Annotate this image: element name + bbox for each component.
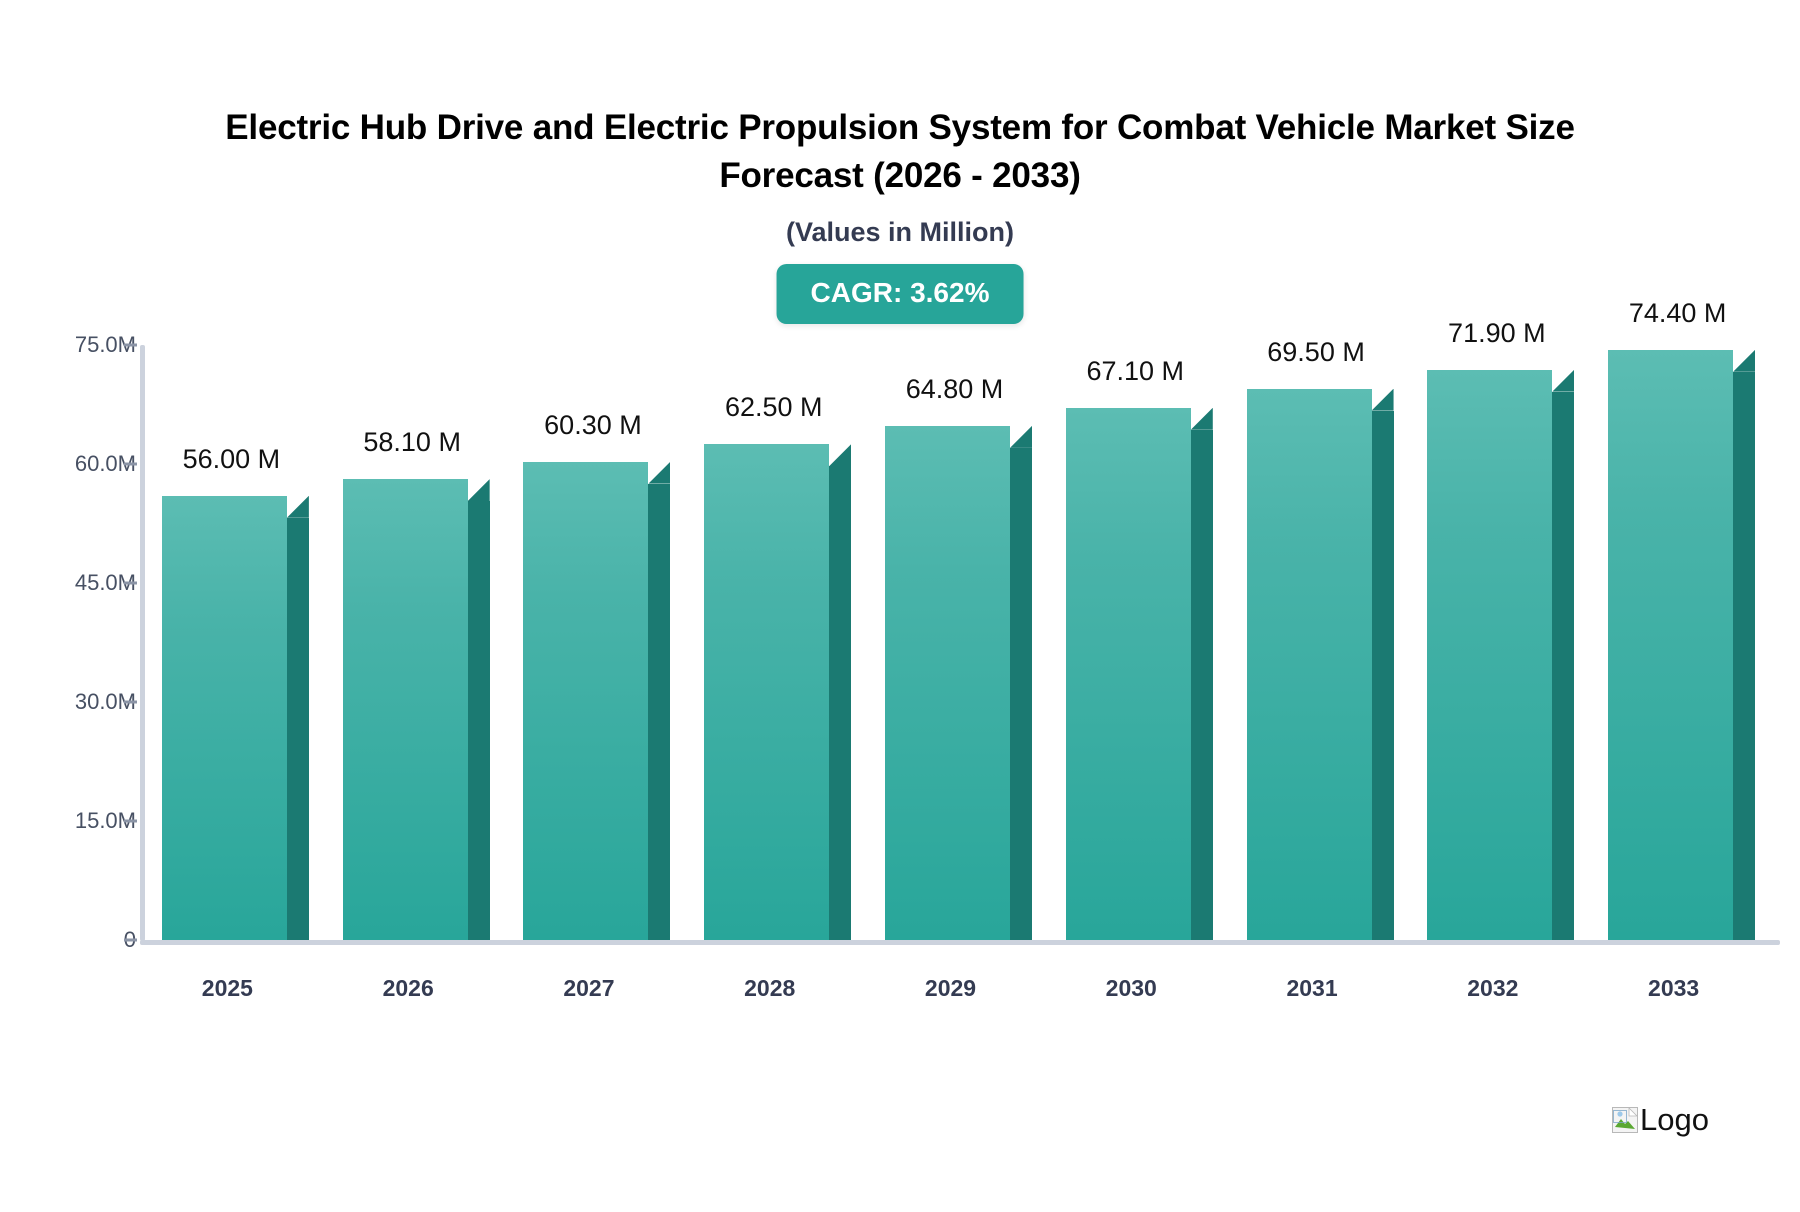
bar-top-face	[1733, 349, 1756, 372]
bar	[523, 461, 671, 940]
y-axis-tick-label: 75.0M	[74, 332, 136, 357]
bar-top-face	[648, 461, 671, 484]
bar-value-label: 62.50 M	[724, 392, 823, 423]
bar-front-face	[523, 461, 649, 940]
bar	[1246, 388, 1394, 940]
y-axis-tick-mark	[124, 462, 137, 466]
bar	[1427, 369, 1575, 940]
cagr-badge: CAGR: 3.62%	[776, 264, 1024, 324]
chart-title: Electric Hub Drive and Electric Propulsi…	[225, 108, 1575, 196]
bar-top-face	[1190, 407, 1213, 430]
x-axis-tick-label: 2027	[563, 975, 615, 1001]
bar-side-face	[1010, 447, 1032, 940]
x-axis-tick-label: 2026	[382, 975, 434, 1001]
logo: Logo	[1612, 1104, 1709, 1135]
bar-side-face	[286, 517, 309, 940]
x-axis-tick-label: 2031	[1286, 975, 1338, 1001]
bar-value-label: 60.30 M	[544, 409, 642, 440]
y-axis-tick-mark	[124, 700, 137, 704]
x-axis-tick-label: 2033	[1648, 975, 1700, 1001]
bar-front-face	[1608, 349, 1734, 940]
bar-side-face	[1190, 429, 1213, 940]
bar-value-label: 74.40 M	[1628, 297, 1727, 328]
x-axis-tick-label: 2032	[1467, 975, 1519, 1001]
bar-front-face	[161, 495, 287, 940]
x-axis-line	[140, 940, 1780, 945]
bar-side-face	[1733, 371, 1756, 940]
bar	[885, 425, 1032, 940]
bar-front-face	[704, 444, 830, 940]
y-axis-line	[140, 345, 145, 941]
bar-side-face	[1371, 410, 1394, 940]
y-axis-tick-label: 30.0M	[74, 689, 136, 714]
bar	[342, 479, 490, 940]
bar-top-face	[467, 479, 490, 502]
x-axis-tick-label: 2025	[201, 975, 253, 1001]
y-axis-tick-label: 60.0M	[74, 451, 136, 476]
bar-front-face	[1246, 388, 1372, 940]
bar	[1608, 349, 1756, 940]
bar-top-face	[829, 444, 852, 467]
logo-alt-text: Logo	[1640, 1102, 1709, 1137]
y-axis-tick-label: 0	[0, 927, 136, 953]
chart-header: Electric Hub Drive and Electric Propulsi…	[0, 104, 1800, 248]
bar-value-label: 64.80 M	[905, 373, 1004, 404]
bar-top-face	[1010, 425, 1032, 448]
bar-value-label: 71.90 M	[1448, 317, 1546, 348]
y-axis-tick-mark	[124, 581, 137, 585]
bar	[161, 495, 309, 940]
y-axis-tick-mark	[124, 343, 137, 347]
y-axis-tick-label: 15.0M	[74, 808, 136, 833]
bar-side-face	[829, 466, 852, 940]
bar-value-label: 69.50 M	[1267, 336, 1365, 367]
bar-value-label: 67.10 M	[1086, 355, 1185, 386]
bar-top-face	[1371, 388, 1394, 411]
bar-side-face	[648, 483, 671, 940]
broken-image-icon	[1612, 1106, 1638, 1133]
x-axis-tick-label: 2029	[924, 975, 977, 1001]
bar	[1065, 407, 1213, 940]
bar-front-face	[342, 479, 468, 940]
chart-subtitle: (Values in Million)	[785, 216, 1015, 247]
y-axis-tick-mark	[124, 938, 137, 942]
bar-front-face	[885, 425, 1010, 940]
bar-value-label: 56.00 M	[182, 443, 281, 474]
bar-top-face	[286, 495, 309, 518]
bar	[704, 444, 852, 940]
bar-front-face	[1065, 407, 1191, 940]
bar-top-face	[1552, 369, 1575, 392]
bar-front-face	[1427, 369, 1553, 940]
y-axis-tick-mark	[124, 819, 137, 823]
bar-value-label: 58.10 M	[363, 427, 461, 458]
x-axis-tick-label: 2030	[1105, 975, 1157, 1001]
y-axis-tick-label: 45.0M	[74, 570, 136, 595]
x-axis-tick-label: 2028	[744, 975, 796, 1001]
bar-side-face	[1552, 391, 1575, 940]
bar-side-face	[467, 501, 490, 940]
